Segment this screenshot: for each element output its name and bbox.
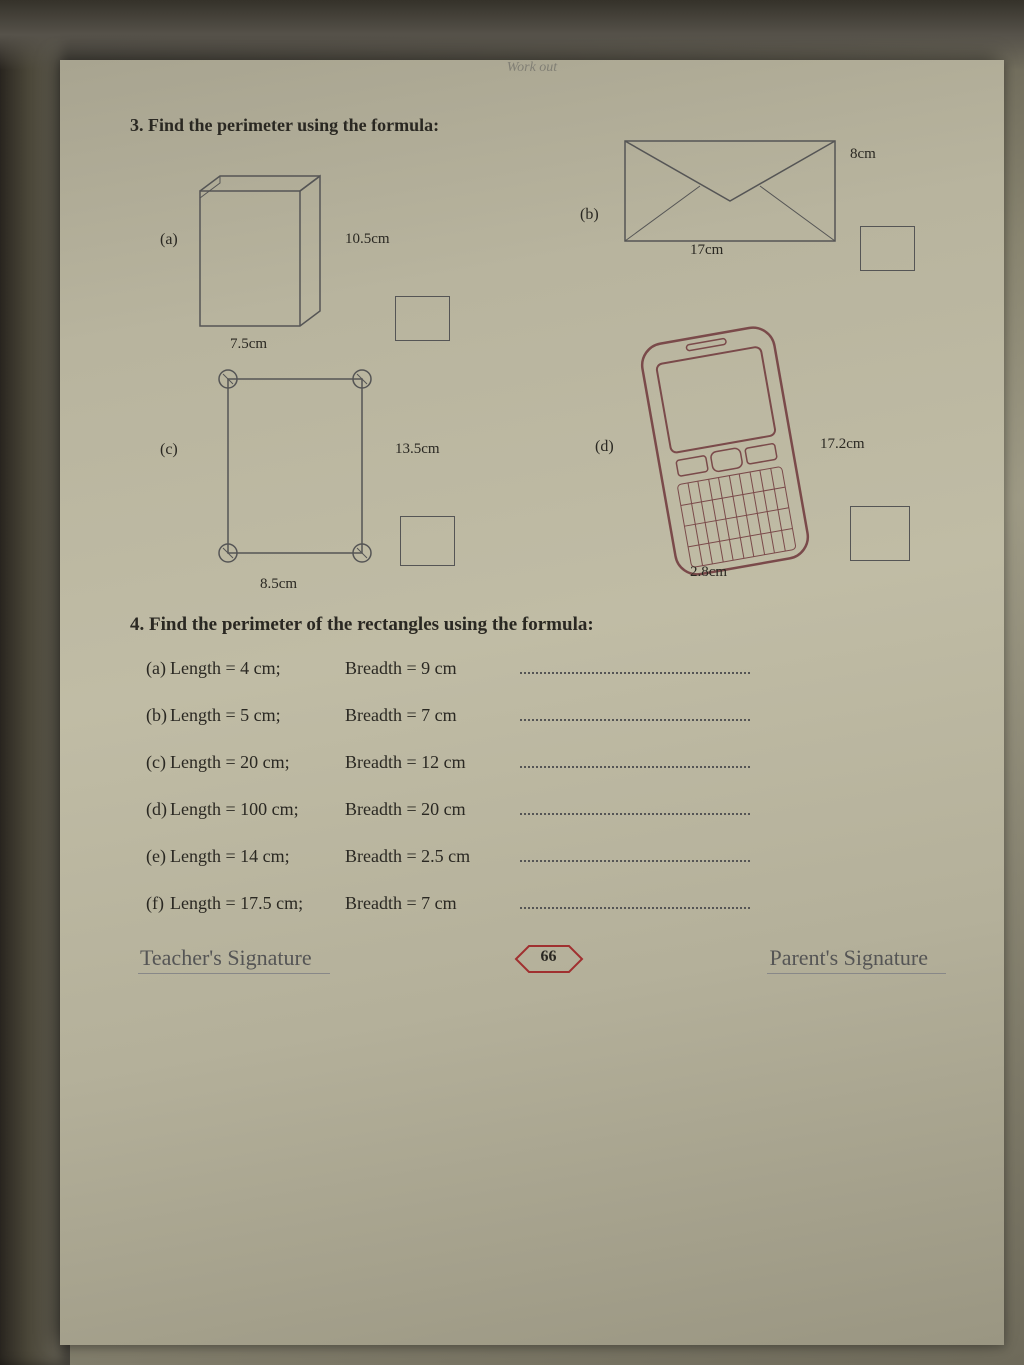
q4-row: (f) Length = 17.5 cm; Breadth = 7 cm [130,893,954,914]
page-footer: Teacher's Signature 66 Parent's Signatur… [130,944,954,974]
q4-answer-blank[interactable] [520,754,750,768]
item-b-answer-box[interactable] [860,226,915,271]
q3-text: Find the perimeter using the formula: [148,115,439,135]
q4-item-breadth: Breadth = 7 cm [345,893,520,914]
q4-row: (c) Length = 20 cm; Breadth = 12 cm [130,752,954,773]
item-d-label: (d) [595,438,614,456]
item-b-bottom-dim: 17cm [690,242,723,259]
question-3-header: 3. Find the perimeter using the formula: [130,115,954,136]
q4-row: (e) Length = 14 cm; Breadth = 2.5 cm [130,846,954,867]
item-d-bottom-dim: 2.8cm [690,564,727,581]
phone-icon [629,315,820,587]
item-a-bottom-dim: 7.5cm [230,336,267,353]
frame-icon [210,361,380,571]
book-icon [190,161,330,331]
scrap-text: Work out [343,60,721,100]
q4-row: (a) Length = 4 cm; Breadth = 9 cm [130,658,954,679]
q4-item-label: (d) [130,799,170,820]
page-number-badge: 66 [514,944,584,974]
item-a-answer-box[interactable] [395,296,450,341]
item-c-bottom-dim: 8.5cm [260,576,297,593]
q4-item-label: (c) [130,752,170,773]
item-c-side-dim: 13.5cm [395,441,440,458]
q4-item-length: Length = 4 cm; [170,658,345,679]
q4-item-breadth: Breadth = 12 cm [345,752,520,773]
q4-number: 4. [130,614,144,635]
page-number: 66 [514,948,584,966]
q4-answer-blank[interactable] [520,895,750,909]
q3-number: 3. [130,115,144,135]
worksheet-page: Work out 3. Find the perimeter using the… [60,60,1004,1345]
q4-answer-blank[interactable] [520,801,750,815]
q4-item-breadth: Breadth = 9 cm [345,658,520,679]
q4-answer-blank[interactable] [520,707,750,721]
q4-answer-blank[interactable] [520,660,750,674]
q4-item-breadth: Breadth = 7 cm [345,705,520,726]
q4-row: (b) Length = 5 cm; Breadth = 7 cm [130,705,954,726]
q4-item-label: (f) [130,893,170,914]
question-4-list: (a) Length = 4 cm; Breadth = 9 cm (b) Le… [130,658,954,914]
q4-answer-blank[interactable] [520,848,750,862]
item-a-side-dim: 10.5cm [345,231,390,248]
item-c-label: (c) [160,441,178,459]
q4-item-label: (b) [130,705,170,726]
item-b-label: (b) [580,206,599,224]
item-a-label: (a) [160,231,178,249]
item-d-side-dim: 17.2cm [820,436,865,453]
q4-item-label: (e) [130,846,170,867]
item-c-answer-box[interactable] [400,516,455,566]
question-3-figures: (a) 10.5cm 7.5cm (b) 8cm 17cm (c) [130,136,954,606]
q4-item-breadth: Breadth = 2.5 cm [345,846,520,867]
q4-text: Find the perimeter of the rectangles usi… [149,614,594,635]
q4-item-length: Length = 5 cm; [170,705,345,726]
q4-item-label: (a) [130,658,170,679]
q4-item-length: Length = 14 cm; [170,846,345,867]
item-b-side-dim: 8cm [850,146,876,163]
item-d-answer-box[interactable] [850,506,910,561]
q4-item-length: Length = 20 cm; [170,752,345,773]
q4-item-breadth: Breadth = 20 cm [345,799,520,820]
q4-item-length: Length = 17.5 cm; [170,893,345,914]
envelope-icon [620,136,840,246]
teacher-signature-label[interactable]: Teacher's Signature [138,945,330,974]
parent-signature-label[interactable]: Parent's Signature [767,945,946,974]
question-4-header: 4. Find the perimeter of the rectangles … [130,614,954,636]
q4-item-length: Length = 100 cm; [170,799,345,820]
q4-row: (d) Length = 100 cm; Breadth = 20 cm [130,799,954,820]
